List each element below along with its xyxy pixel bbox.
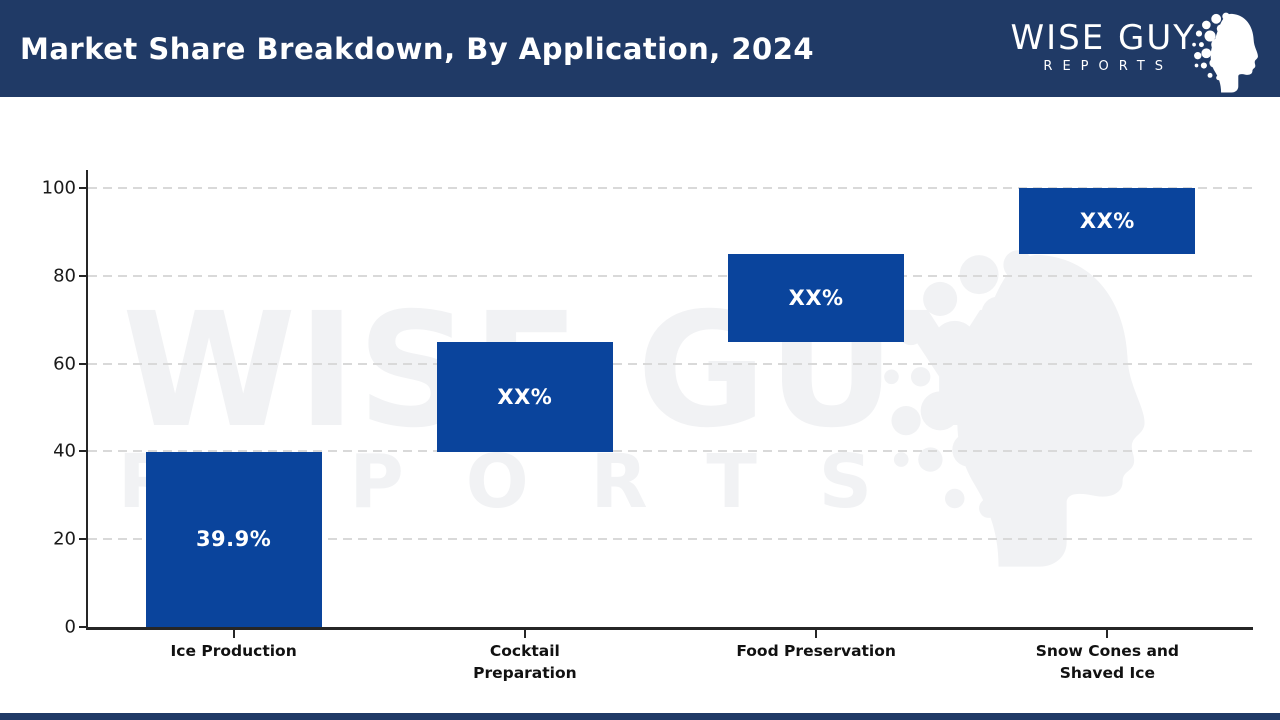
bar-cocktail-preparation: XX% [436,342,613,452]
footer-strip [0,713,1280,720]
xtick-label-ice-production: Ice Production [170,642,297,660]
bars-layer: 39.9% XX% XX% XX% [0,97,1280,713]
xtick-mark-ice-production [232,630,235,638]
watermark-head-icon [884,250,1145,567]
axis-layer [0,97,1280,713]
bar-ice-production: 39.9% [145,451,322,627]
ytick-label-100: 100 [41,177,76,199]
chart-canvas: WISE GUY REPORTS 39.9% XX% XX% XX% 0 20 40 60 8… [0,97,1280,713]
ytick-label-80: 80 [53,265,76,287]
ytick-label-0: 0 [64,616,76,638]
ytick-label-20: 20 [53,528,76,550]
bar-value-label: 39.9% [195,527,272,552]
bar-value-label: XX% [788,285,844,310]
header-bar: Market Share Breakdown, By Application, … [0,0,1280,97]
xtick-mark-food-preservation [815,630,818,638]
ytick-mark-40 [79,450,87,453]
axis-labels-layer: 0 20 40 60 80 100 Ice Production Cocktail Prepa… [0,97,1280,713]
gridline-20 [88,538,1253,541]
ytick-mark-0 [79,626,87,628]
ytick-mark-20 [79,538,87,541]
ytick-label-60: 60 [53,353,76,375]
bar-value-label: XX% [1079,208,1135,233]
gridline-100 [88,187,1253,189]
logo-line2: REPORTS [1043,59,1174,75]
wiseguy-logo: WISE GUY REPORTS [1006,6,1266,94]
xtick-label-snow-cones-and-shaved-ice: Snow Cones and Shaved Ice [1035,642,1180,682]
bar-food-preservation: XX% [728,253,905,343]
gridlines-layer [0,97,1280,713]
xtick-mark-cocktail-preparation [523,630,526,638]
wiseguy-head-icon [1192,12,1258,93]
y-axis-line [86,170,88,630]
gridline-80 [88,274,1253,277]
xtick-mark-snow-cones-and-shaved-ice [1106,630,1109,638]
xtick-label-food-preservation: Food Preservation [736,642,896,660]
gridline-40 [88,450,1253,453]
ytick-mark-100 [79,187,87,189]
chart-title: Market Share Breakdown, By Application, … [20,31,815,66]
ytick-label-40: 40 [53,440,76,462]
xtick-label-cocktail-preparation: Cocktail Preparation [473,642,577,682]
ytick-mark-80 [79,274,87,277]
logo-wordmark: WISE GUY REPORTS [1010,18,1196,75]
ytick-mark-60 [79,362,87,365]
bar-snow-cones-and-shaved-ice: XX% [1019,188,1196,254]
x-axis-line [88,627,1253,630]
gridline-60 [88,362,1253,365]
bar-value-label: XX% [497,384,553,409]
logo-line1: WISE GUY [1010,18,1196,58]
